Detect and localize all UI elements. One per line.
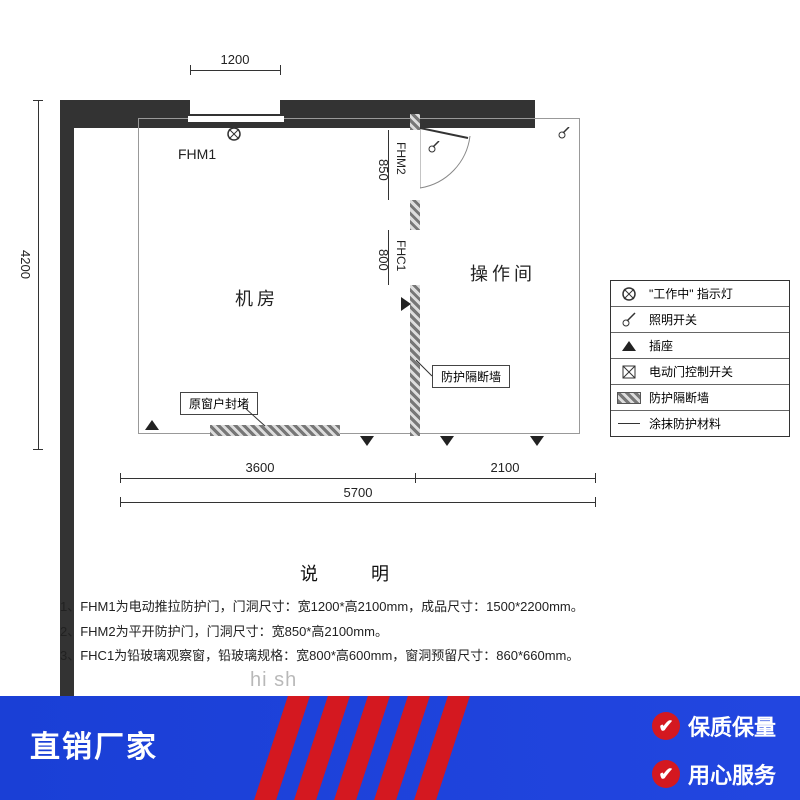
dim-tick — [120, 473, 121, 483]
note-line: 2、FHM2为平开防护门，门洞尺寸：宽850*高2100mm。 — [60, 620, 760, 645]
door-opening-fhm1 — [190, 100, 280, 114]
socket-icon — [403, 297, 411, 311]
callout-leader — [416, 360, 436, 390]
socket-icon — [440, 438, 454, 446]
light-icon — [617, 286, 641, 302]
dim-tick — [595, 473, 596, 483]
switch-icon — [428, 140, 440, 152]
banner-stripes — [270, 696, 530, 800]
room-left-label: 机房 — [235, 285, 279, 311]
note-line: 3、FHC1为铅玻璃观察窗，铅玻璃规格：宽800*高600mm，窗洞预留尺寸：8… — [60, 644, 760, 669]
dim-tick — [415, 473, 416, 483]
socket-icon — [617, 338, 641, 354]
banner-bottom-right: ✔ 用心服务 — [652, 758, 776, 790]
promo-banner: 直销厂家 ✔ 保质保量 ✔ 用心服务 — [0, 696, 800, 800]
legend-text: 照明开关 — [649, 311, 783, 328]
callout-leader — [245, 408, 275, 428]
fhm2-label: FHM2 — [394, 142, 408, 175]
working-light-icon — [226, 126, 242, 142]
legend-row: 防护隔断墙 — [611, 385, 789, 411]
dim-bot-total: 5700 — [328, 485, 388, 500]
socket-icon — [530, 438, 544, 446]
dim-top-door: 1200 — [200, 52, 270, 67]
xbox-icon — [617, 364, 641, 380]
notes-block: 1、FHM1为电动推拉防护门，门洞尺寸：宽1200*高2100mm，成品尺寸：1… — [60, 595, 760, 669]
legend-text: 防护隔断墙 — [649, 389, 783, 406]
check-icon: ✔ — [652, 760, 680, 788]
notes-title: 说 明 — [300, 560, 413, 586]
legend-text: 插座 — [649, 337, 783, 354]
banner-top-right: ✔ 保质保量 — [652, 710, 776, 742]
floor-plan: 1200 FHM1 机房 操作间 FHM2 850 FHC1 — [60, 100, 595, 450]
window-block-hatch — [210, 425, 340, 436]
hatch-icon — [617, 390, 641, 406]
dim-tick — [120, 497, 121, 507]
page: 1200 FHM1 机房 操作间 FHM2 850 FHC1 — [0, 0, 800, 800]
wall-left — [60, 128, 74, 478]
dim-tick — [280, 65, 281, 75]
dim-tick — [33, 449, 43, 450]
dim-line — [388, 230, 389, 285]
note-line: 1、FHM1为电动推拉防护门，门洞尺寸：宽1200*高2100mm，成品尺寸：1… — [60, 595, 760, 620]
banner-tr-text: 保质保量 — [688, 710, 776, 742]
socket-icon — [360, 438, 374, 446]
dim-left-total: 4200 — [18, 250, 33, 279]
dim-tick — [190, 65, 191, 75]
dim-line — [388, 130, 389, 200]
legend-row: 电动门控制开关 — [611, 359, 789, 385]
socket-icon — [145, 420, 159, 428]
legend-row: 插座 — [611, 333, 789, 359]
legend-row: "工作中" 指示灯 — [611, 281, 789, 307]
wall-bottom — [60, 114, 535, 128]
partition-window-fhc1 — [410, 230, 420, 285]
legend-text: 电动门控制开关 — [649, 363, 783, 380]
check-icon: ✔ — [652, 712, 680, 740]
fhm1-label: FHM1 — [178, 146, 216, 162]
dim-bot-right: 2100 — [475, 460, 535, 475]
switch-icon — [617, 312, 641, 328]
coating-cut — [188, 116, 284, 122]
banner-left-text: 直销厂家 — [30, 722, 158, 766]
dim-tick — [595, 497, 596, 507]
watermark-text: hi sh — [250, 669, 297, 692]
dim-tick — [33, 100, 43, 101]
legend-text: "工作中" 指示灯 — [649, 285, 783, 302]
dim-bot-left: 3600 — [230, 460, 290, 475]
legend: "工作中" 指示灯 照明开关 插座 电动门控制开关 防护隔断墙 涂抹防护材料 — [610, 280, 790, 437]
partition-callout: 防护隔断墙 — [432, 365, 510, 388]
line-icon — [617, 416, 641, 432]
banner-br-text: 用心服务 — [688, 758, 776, 790]
dim-line — [190, 70, 280, 71]
legend-row: 涂抹防护材料 — [611, 411, 789, 436]
room-right-label: 操作间 — [470, 260, 536, 286]
dim-line — [120, 502, 595, 503]
legend-text: 涂抹防护材料 — [649, 415, 783, 432]
partition-door-fhm2 — [410, 130, 420, 200]
switch-icon — [558, 126, 570, 138]
wall-top — [60, 100, 535, 114]
dim-line — [38, 100, 39, 450]
legend-row: 照明开关 — [611, 307, 789, 333]
dim-line — [120, 478, 595, 479]
fhc1-label: FHC1 — [394, 240, 408, 271]
